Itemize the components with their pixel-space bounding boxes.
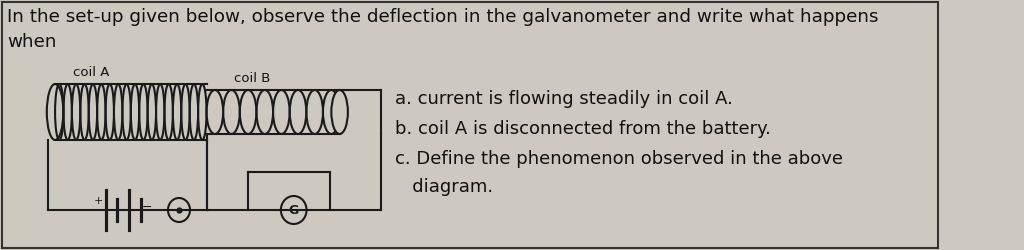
Text: G: G bbox=[289, 204, 299, 216]
Text: coil A: coil A bbox=[74, 66, 110, 79]
Ellipse shape bbox=[332, 90, 348, 134]
Circle shape bbox=[168, 198, 190, 222]
Circle shape bbox=[281, 196, 306, 224]
Text: In the set-up given below, observe the deflection in the galvanometer and write : In the set-up given below, observe the d… bbox=[7, 8, 879, 26]
Text: coil B: coil B bbox=[234, 72, 270, 85]
Text: a. current is flowing steadily in coil A.: a. current is flowing steadily in coil A… bbox=[394, 90, 732, 108]
Text: diagram.: diagram. bbox=[394, 178, 493, 196]
Text: +: + bbox=[93, 196, 102, 206]
Text: −: − bbox=[141, 201, 153, 214]
Text: c. Define the phenomenon observed in the above: c. Define the phenomenon observed in the… bbox=[394, 150, 843, 168]
Text: when: when bbox=[7, 33, 57, 51]
Ellipse shape bbox=[47, 84, 63, 140]
Text: b. coil A is disconnected from the battery.: b. coil A is disconnected from the batte… bbox=[394, 120, 770, 138]
